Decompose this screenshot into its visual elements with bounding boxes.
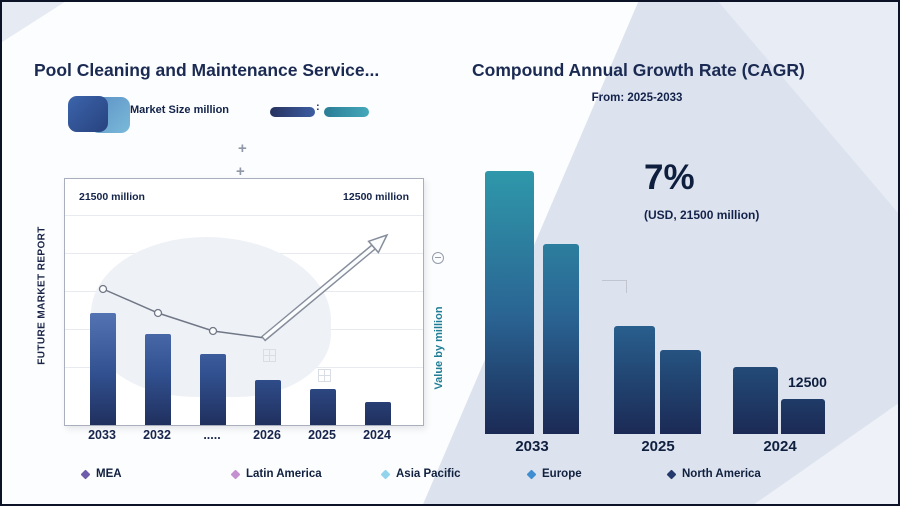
- legend-dot-icon: [666, 469, 677, 479]
- cagr-value: 7%: [644, 158, 695, 197]
- right-axis-labels: 2033 2025 2024: [472, 438, 832, 460]
- legend-label: Europe: [542, 468, 582, 480]
- legend-pill-teal: [324, 107, 369, 117]
- left-bar-2033: [90, 313, 116, 425]
- left-chart-panel: 21500 million 12500 million: [64, 178, 424, 426]
- right-axis-label-1: 2025: [641, 438, 675, 455]
- legend-item-north-america: North America: [666, 468, 761, 480]
- right-axis-label-2: 2024: [763, 438, 797, 455]
- right-title: Compound Annual Growth Rate (CAGR): [472, 60, 805, 80]
- legend-label: North America: [682, 468, 761, 480]
- end-value-label: 12500: [788, 374, 827, 390]
- right-axis-label-0: 2033: [515, 438, 549, 455]
- trend-arrow: [98, 233, 389, 342]
- brand-logo: [68, 96, 140, 134]
- left-axis-label-1: 2032: [143, 428, 171, 442]
- window-grid-icon: [318, 369, 331, 382]
- right-bar-2024-secondary: [781, 399, 825, 434]
- legend-dot-icon: [80, 469, 91, 479]
- left-chart-max-label: 21500 million: [79, 191, 145, 203]
- left-bars-layer: [65, 179, 423, 425]
- plus-deco-icon: +: [238, 140, 247, 157]
- legend-dot-icon: [526, 469, 537, 479]
- legend-pill-separator: :: [316, 101, 320, 113]
- left-bar-2024: [365, 402, 391, 425]
- left-axis-labels: 2033 2032..... 2026 2025 2024: [64, 428, 422, 446]
- left-bar-2032: [145, 334, 171, 425]
- left-axis-label-5: 2024: [363, 428, 391, 442]
- legend-item-mea: MEA: [80, 468, 122, 480]
- left-bar-.....: [200, 354, 226, 425]
- bottom-legend: MEA Latin America Asia Pacific Europe North …: [2, 466, 898, 490]
- right-chart-ylabel: Value by million: [433, 306, 445, 390]
- right-bars-layer: [472, 152, 832, 434]
- legend-dot-icon: [230, 469, 241, 479]
- circle-deco-icon: [432, 252, 444, 264]
- legend-label: MEA: [96, 468, 122, 480]
- right-bar-2024-primary: [733, 367, 778, 434]
- cagr-note: (USD, 21500 million): [644, 208, 760, 222]
- right-bar-2025-primary: [614, 326, 655, 434]
- logo-square-dark-icon: [68, 96, 108, 132]
- left-chart-end-label: 12500 million: [343, 191, 409, 203]
- legend-pill-navy: [270, 107, 315, 117]
- left-bar-2025: [310, 389, 336, 425]
- left-axis-label-4: 2025: [308, 428, 336, 442]
- legend-label: Asia Pacific: [396, 468, 461, 480]
- left-title: Pool Cleaning and Maintenance Service...: [34, 60, 380, 80]
- left-axis-label-3: 2026: [253, 428, 281, 442]
- legend-item-asia-pacific: Asia Pacific: [380, 468, 461, 480]
- left-bar-2026: [255, 380, 281, 425]
- legend-item-europe: Europe: [526, 468, 582, 480]
- left-chart-ylabel: FUTURE MARKET REPORT: [36, 226, 48, 365]
- legend-item-latin-america: Latin America: [230, 468, 322, 480]
- right-subtitle: From: 2025-2033: [591, 92, 683, 104]
- right-bar-2025-secondary: [660, 350, 701, 434]
- left-axis-label-2: .....: [203, 428, 221, 442]
- right-bar-2033-secondary: [543, 244, 579, 434]
- right-bar-2033-primary: [485, 171, 534, 434]
- left-axis-label-0: 2033: [88, 428, 116, 442]
- callout-corner-deco: [602, 280, 627, 293]
- market-size-legend-label: Market Size million: [130, 104, 230, 116]
- legend-dot-icon: [380, 469, 391, 479]
- plus-deco-icon: +: [236, 163, 245, 180]
- legend-label: Latin America: [246, 468, 322, 480]
- window-grid-icon: [263, 349, 276, 362]
